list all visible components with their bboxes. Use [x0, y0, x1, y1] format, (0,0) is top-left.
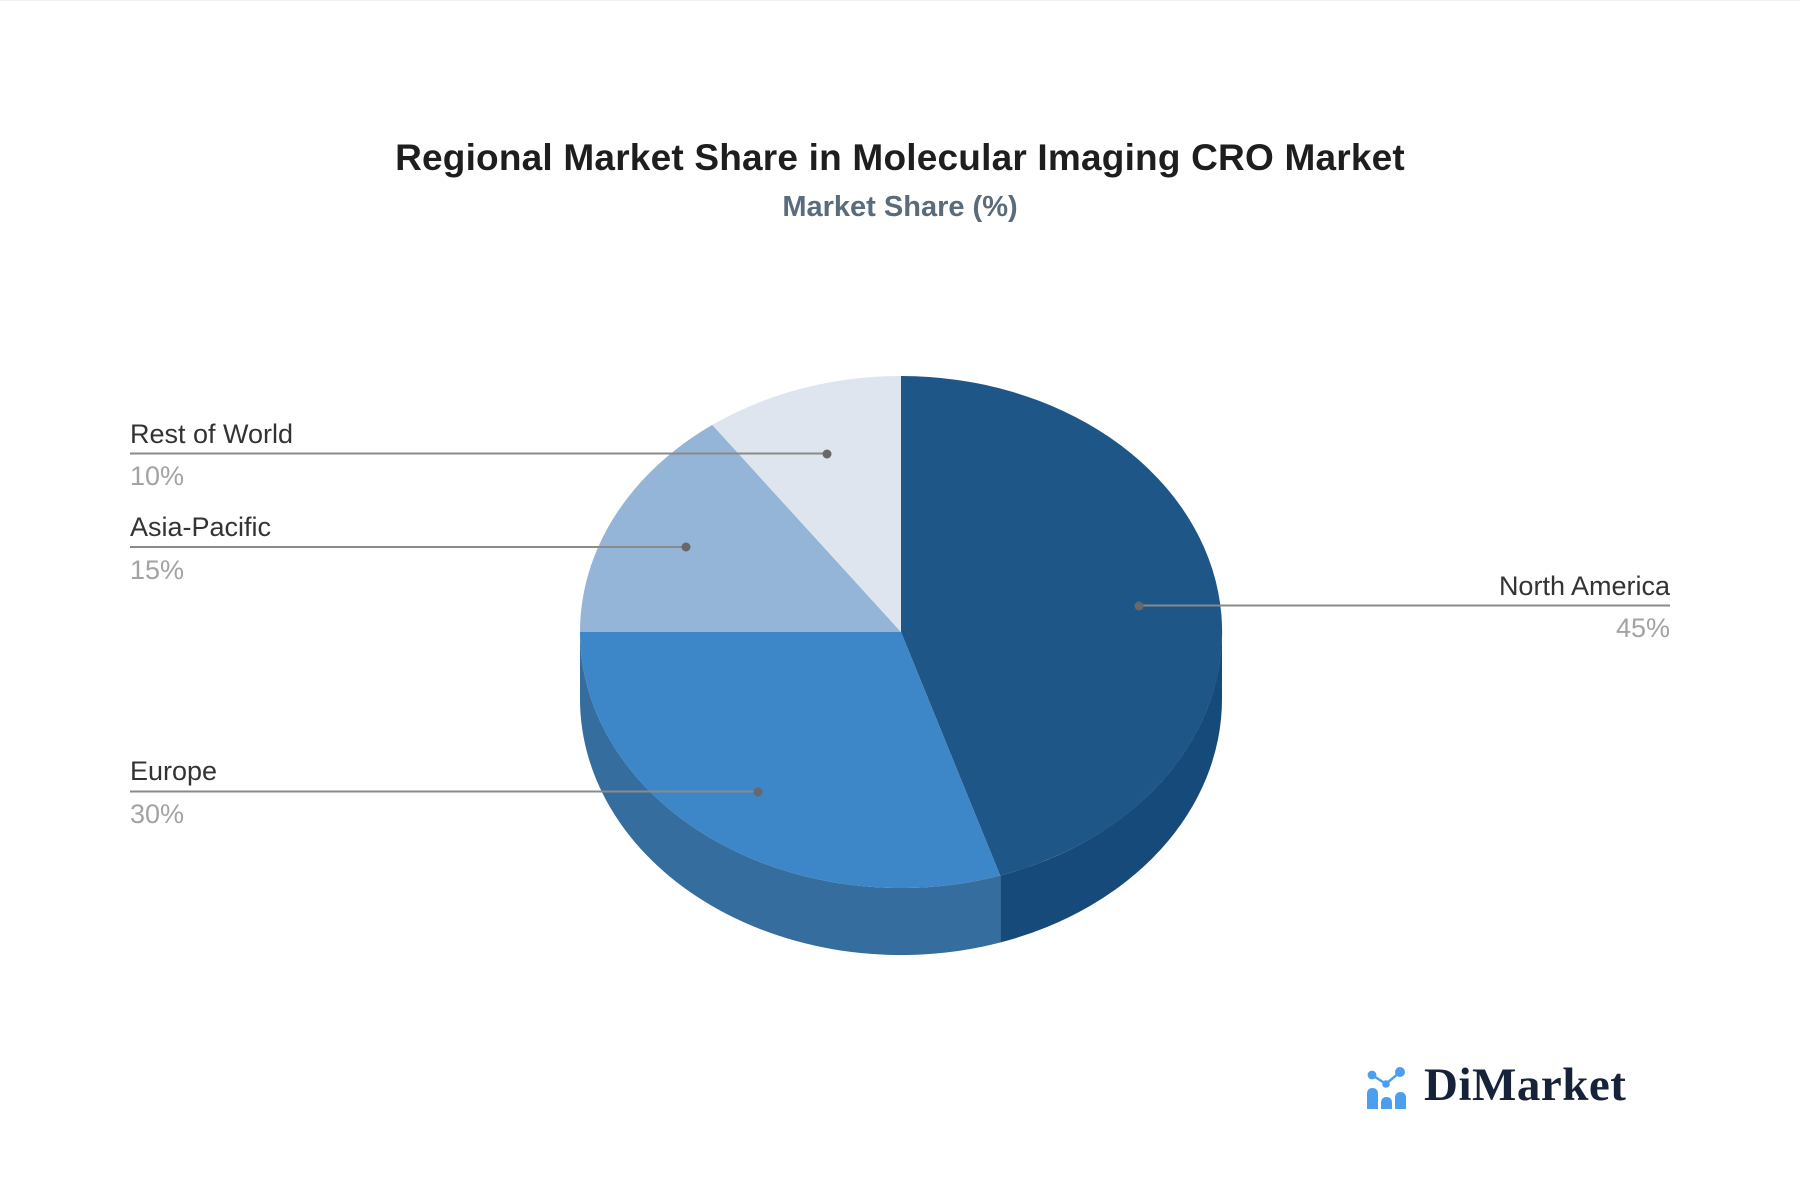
- dimarket-logo-icon: [1367, 1067, 1406, 1109]
- slice-label-europe: Europe: [130, 756, 218, 786]
- callout-europe-value: 30%: [130, 799, 184, 830]
- callout-asia-pacific: Asia-Pacific: [130, 512, 271, 543]
- slice-value-rest-of-world: 10%: [130, 461, 185, 491]
- pie-rim-north-america: [1000, 632, 1222, 943]
- callout-asia-pacific-value: 15%: [130, 555, 184, 586]
- chart-subtitle: Market Share (%): [782, 191, 1018, 223]
- slice-value-north-america: 45%: [1615, 613, 1670, 643]
- dimarket-logo: DiMarket: [1360, 1039, 1680, 1109]
- leader-dot-north-america: [1134, 601, 1144, 611]
- callout-europe: Europe: [130, 756, 217, 787]
- pie-slice-north-america[interactable]: [901, 375, 1223, 876]
- callout-rest-of-world-value: 10%: [130, 461, 184, 492]
- callout-north-america-value: 45%: [1616, 613, 1670, 644]
- callout-rest-of-world: Rest of World: [130, 419, 293, 450]
- pie-slice-rest-of-world[interactable]: [712, 376, 901, 632]
- pie-slice-europe[interactable]: [580, 632, 1001, 889]
- chart-title: Regional Market Share in Molecular Imagi…: [395, 137, 1405, 178]
- leader-dot-asia-pacific: [681, 542, 691, 552]
- slice-value-asia-pacific: 15%: [130, 555, 185, 585]
- pie-slice-asia-pacific[interactable]: [580, 424, 901, 632]
- slice-label-rest-of-world: Rest of World: [130, 419, 294, 449]
- leader-dot-europe: [753, 787, 763, 797]
- slice-value-europe: 30%: [130, 799, 185, 829]
- leader-dot-rest-of-world: [822, 449, 832, 459]
- callout-north-america: North America: [1499, 571, 1670, 602]
- pie-rim-europe: [580, 632, 1001, 956]
- slice-label-north-america: North America: [1498, 571, 1670, 601]
- slice-label-asia-pacific: Asia-Pacific: [130, 512, 272, 542]
- dimarket-logo-text: DiMarket: [1424, 1059, 1627, 1111]
